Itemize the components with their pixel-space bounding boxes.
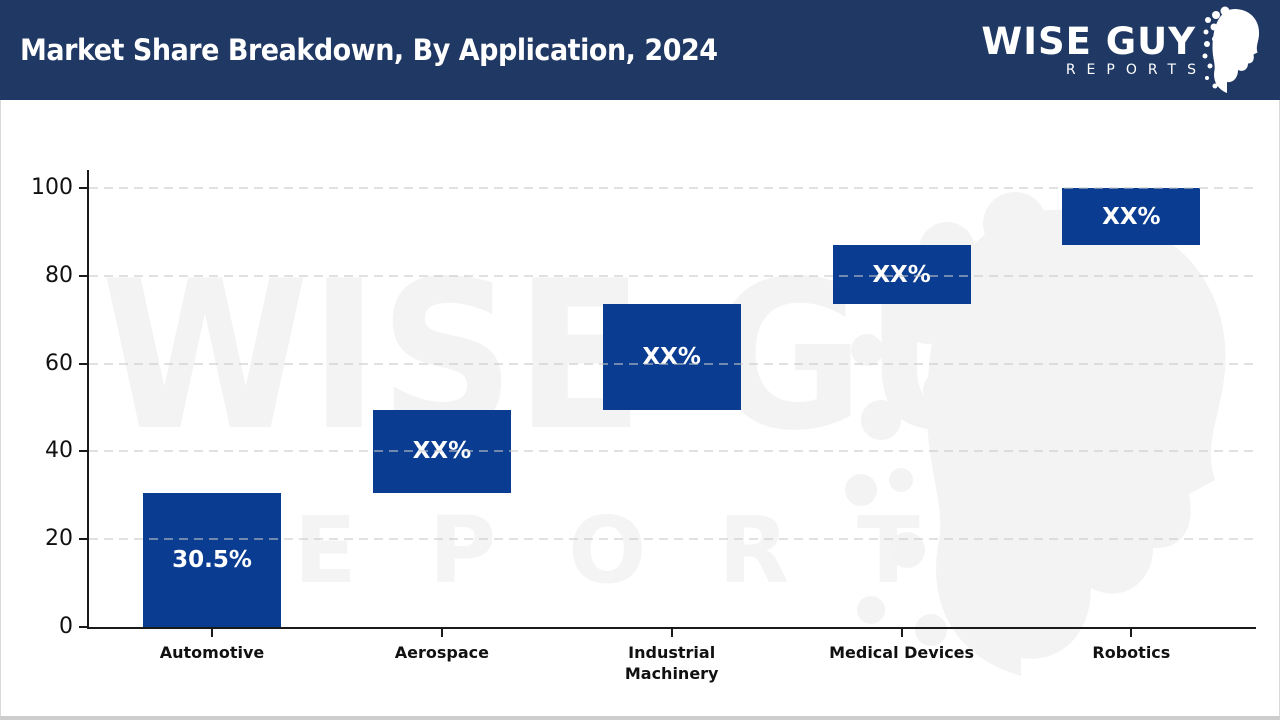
bottom-strip	[0, 716, 1280, 720]
y-tick	[79, 187, 89, 189]
y-tick	[79, 450, 89, 453]
y-tick-label: 20	[45, 526, 73, 552]
x-tick	[211, 629, 213, 637]
gridline-80	[89, 274, 1256, 277]
x-tick-label-line: Robotics	[1092, 643, 1171, 662]
y-tick	[79, 538, 89, 541]
x-tick-label: Robotics	[1021, 642, 1241, 663]
x-tick	[1130, 629, 1133, 637]
x-tick	[670, 629, 673, 637]
bar-medical-devices: XX%	[832, 245, 971, 305]
gridline-20	[89, 538, 1256, 541]
x-tick	[440, 629, 443, 637]
brand-text: WISE GUY REPORTS	[981, 23, 1196, 77]
bar-robotics: XX%	[1062, 188, 1201, 246]
x-tick	[900, 629, 903, 637]
bar-automotive: 30.5%	[143, 493, 281, 627]
y-tick-label: 40	[45, 438, 73, 464]
bar-value-label: XX%	[642, 344, 701, 370]
bar-value-label: XX%	[1102, 203, 1161, 230]
page-title: Market Share Breakdown, By Application, …	[20, 33, 718, 67]
y-tick-label: 60	[45, 350, 73, 376]
x-tick-label-line: Industrial	[628, 643, 716, 662]
y-tick	[79, 274, 89, 277]
watermark-face-icon	[845, 192, 1226, 676]
y-tick-label: 0	[59, 614, 73, 639]
x-tick-label-line: Machinery	[624, 664, 719, 684]
x-tick-label-line: Aerospace	[394, 643, 489, 662]
x-tick-label: Industrial Machinery	[562, 642, 782, 684]
brand-face-icon	[1202, 6, 1260, 93]
bar-value-label: 30.5%	[172, 547, 252, 574]
header-bar: Market Share Breakdown, By Application, …	[0, 0, 1280, 100]
bar-industrial-machinery: XX%	[602, 304, 741, 410]
gridline-100	[89, 187, 1256, 189]
gridline-40	[89, 450, 1256, 453]
y-tick	[79, 626, 89, 628]
x-tick-label: Automotive	[102, 642, 322, 663]
x-axis	[87, 627, 1256, 629]
y-tick	[79, 362, 89, 365]
bar-value-label: XX%	[872, 261, 931, 288]
brand-name: WISE GUY	[981, 20, 1196, 63]
y-axis	[87, 170, 89, 629]
x-tick-label-line: Automotive	[159, 643, 265, 662]
y-tick-label: 80	[45, 262, 73, 288]
x-tick-label: Aerospace	[332, 642, 552, 663]
x-tick-label: Medical Devices	[792, 642, 1012, 663]
brand-logo: WISE GUY REPORTS	[981, 6, 1264, 94]
chart-canvas: WISE GUY REPORTS 30.5%AutomotiveXX%Aeros…	[0, 100, 1280, 716]
gridline-60	[89, 362, 1256, 365]
x-tick-label-line: Medical Devices	[829, 643, 975, 662]
brand-subtitle: REPORTS	[1065, 62, 1207, 78]
y-tick-label: 100	[31, 175, 73, 200]
